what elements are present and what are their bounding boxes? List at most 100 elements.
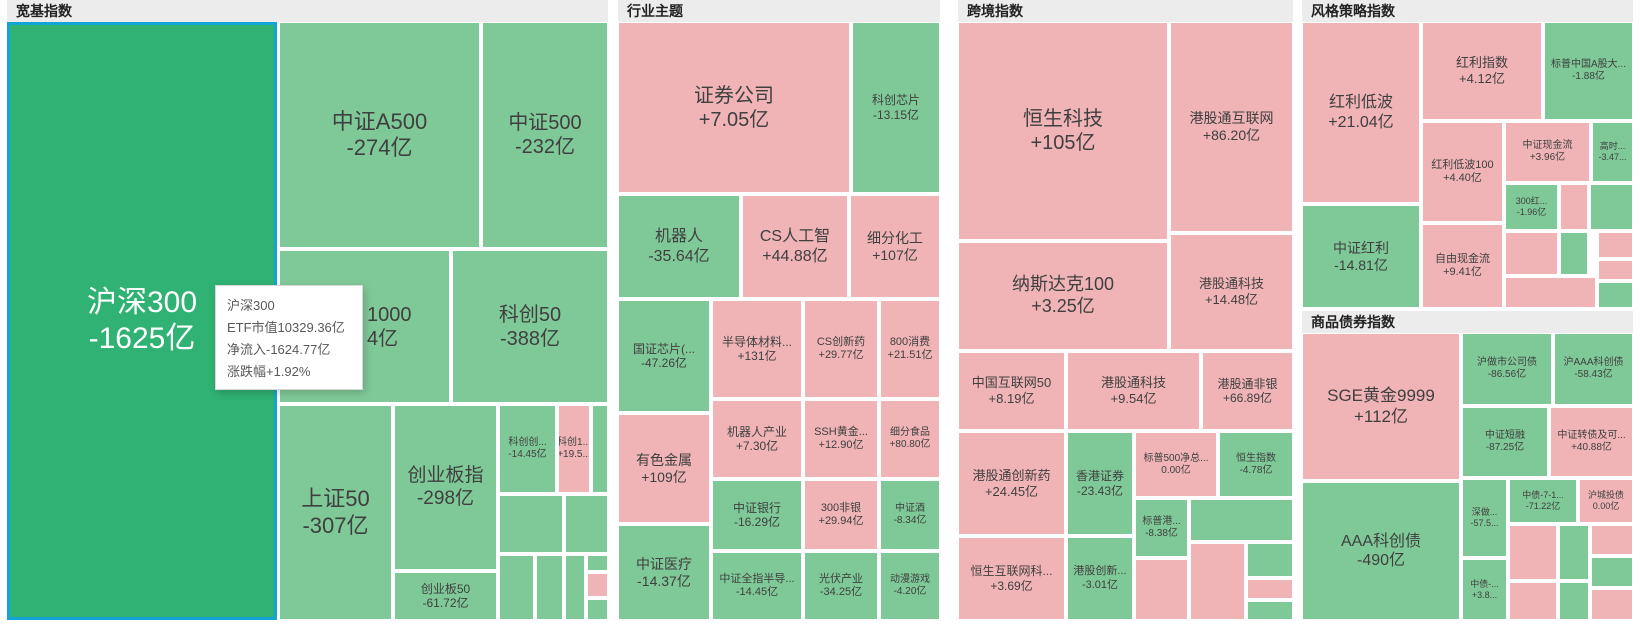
treemap-cell[interactable]: 细分化工 +107亿	[850, 195, 940, 298]
cell-label: 300红...	[1515, 196, 1548, 207]
treemap-cell[interactable]: 标普港... -8.38亿	[1135, 499, 1188, 557]
treemap-cell[interactable]: 中证红利 -14.81亿	[1302, 205, 1420, 308]
treemap-cell[interactable]: 中证酒 -8.34亿	[880, 480, 940, 550]
treemap-cell[interactable]	[1598, 260, 1633, 280]
treemap-cell[interactable]: 港股通科技 +9.54亿	[1067, 352, 1200, 430]
treemap-cell[interactable]: CS人工智 +44.88亿	[742, 195, 848, 298]
treemap-cell[interactable]	[1509, 582, 1557, 620]
treemap-cell[interactable]	[1505, 232, 1558, 275]
treemap-cell[interactable]: 上证50 -307亿	[279, 405, 392, 620]
treemap-cell[interactable]: CS创新药 +29.77亿	[804, 300, 878, 398]
treemap-cell[interactable]	[1190, 499, 1293, 541]
treemap-cell[interactable]: 国证芯片(... -47.26亿	[618, 300, 710, 412]
treemap-cell[interactable]: AAA科创债 -490亿	[1302, 482, 1460, 620]
treemap-cell[interactable]: 有色金属 +109亿	[618, 414, 710, 523]
treemap-cell[interactable]	[1598, 282, 1633, 308]
cell-label: 机器人	[654, 228, 703, 246]
cell-label: 港股通创新药	[972, 467, 1051, 483]
treemap-cell[interactable]	[499, 555, 534, 620]
treemap-cell[interactable]: 港股创新... -3.01亿	[1067, 537, 1133, 620]
treemap-cell[interactable]	[1591, 525, 1633, 555]
treemap-cell[interactable]: 中证银行 -16.29亿	[712, 480, 802, 550]
treemap-cell[interactable]	[592, 405, 608, 493]
treemap-cell[interactable]: 红利低波100 +4.40亿	[1422, 122, 1503, 222]
cell-value: -71.22亿	[1525, 501, 1561, 511]
treemap-cell[interactable]: 红利低波 +21.04亿	[1302, 22, 1420, 203]
treemap-cell[interactable]: 中证现金流 +3.96亿	[1505, 122, 1590, 182]
treemap-cell[interactable]: 港股通非银 +66.89亿	[1202, 352, 1293, 430]
treemap-cell[interactable]	[1190, 543, 1245, 620]
treemap-cell[interactable]: 机器人 -35.64亿	[618, 195, 740, 298]
treemap-cell[interactable]	[1135, 559, 1188, 620]
treemap-cell[interactable]: 科创创... -14.45亿	[499, 405, 556, 493]
treemap-cell[interactable]: SSH黄金... +12.90亿	[804, 400, 878, 478]
treemap-cell[interactable]: 中证医疗 -14.37亿	[618, 525, 710, 620]
treemap-cell[interactable]: 证券公司 +7.05亿	[618, 22, 850, 193]
treemap-cell[interactable]: SGE黄金9999 +112亿	[1302, 333, 1460, 480]
treemap-cell[interactable]: 标普500净总... 0.00亿	[1135, 432, 1217, 497]
treemap-cell[interactable]: 800消费 +21.51亿	[880, 300, 940, 398]
cell-value: +9.41亿	[1443, 266, 1482, 278]
treemap-cell[interactable]	[1591, 557, 1633, 587]
treemap-cell[interactable]: 科创50 -388亿	[452, 250, 608, 403]
treemap-cell[interactable]	[1560, 184, 1588, 230]
treemap-cell[interactable]	[565, 495, 608, 553]
treemap-cell[interactable]	[499, 495, 563, 553]
treemap-cell[interactable]: 细分食品 +80.80亿	[880, 400, 940, 478]
treemap-cell[interactable]: 中国互联网50 +8.19亿	[958, 352, 1065, 430]
treemap-cell[interactable]: 创业板50 -61.72亿	[394, 572, 497, 620]
treemap-cell[interactable]: 半导体材料... +131亿	[712, 300, 802, 398]
treemap-cell[interactable]: 300非银 +29.94亿	[804, 480, 878, 550]
treemap-cell[interactable]	[1505, 277, 1596, 308]
treemap-cell[interactable]: 中证全指半导... -14.45亿	[712, 552, 802, 620]
treemap-cell[interactable]: 香港证券 -23.43亿	[1067, 432, 1133, 535]
treemap-cell[interactable]: 高时... -3.47...	[1592, 122, 1633, 182]
cell-value: -1625亿	[88, 322, 196, 355]
treemap-cell[interactable]: 自由现金流 +9.41亿	[1422, 224, 1503, 308]
treemap-cell[interactable]: 中证短融 -87.25亿	[1462, 407, 1548, 477]
treemap-cell[interactable]	[536, 555, 563, 620]
treemap-cell[interactable]	[1247, 579, 1293, 599]
cell-value: +4.40亿	[1443, 172, 1482, 184]
treemap-cell[interactable]: 纳斯达克100 +3.25亿	[958, 242, 1168, 350]
treemap-cell[interactable]	[1590, 184, 1633, 230]
treemap-cell[interactable]: 光伏产业 -34.25亿	[804, 552, 878, 620]
treemap-cell[interactable]: 科创1... +19.5...	[558, 405, 590, 493]
cell-value: -47.26亿	[640, 356, 688, 370]
treemap-cell[interactable]	[587, 573, 608, 597]
treemap-cell[interactable]: 动漫游戏 -4.20亿	[880, 552, 940, 620]
treemap-cell[interactable]: 港股通科技 +14.48亿	[1170, 234, 1293, 350]
cell-label: 中证医疗	[636, 555, 692, 572]
treemap-cell[interactable]: 中债-... +3.8...	[1462, 559, 1507, 620]
treemap-cell[interactable]: 创业板指 -298亿	[394, 405, 497, 570]
treemap-cell[interactable]: 红利指数 +4.12亿	[1422, 22, 1542, 120]
treemap-cell[interactable]	[1598, 232, 1633, 258]
treemap-cell[interactable]	[1559, 582, 1589, 620]
treemap-cell[interactable]	[1560, 232, 1588, 275]
treemap-cell[interactable]: 深做... -57.5...	[1462, 479, 1507, 557]
treemap-cell[interactable]: 恒生互联网科... +3.69亿	[958, 537, 1065, 620]
treemap-cell[interactable]: 机器人产业 +7.30亿	[712, 400, 802, 478]
treemap-cell[interactable]: 科创芯片 -13.15亿	[852, 22, 940, 193]
treemap-cell[interactable]: 港股通互联网 +86.20亿	[1170, 22, 1293, 232]
treemap-cell[interactable]: 恒生科技 +105亿	[958, 22, 1168, 240]
treemap-cell[interactable]: 中债-7-1... -71.22亿	[1509, 479, 1577, 523]
treemap-cell[interactable]: 港股通创新药 +24.45亿	[958, 432, 1065, 535]
treemap-cell[interactable]	[1559, 525, 1589, 580]
treemap-cell[interactable]: 标普中国A股大... -1.88亿	[1544, 22, 1633, 120]
treemap-cell[interactable]	[1509, 525, 1557, 580]
treemap-cell[interactable]: 300红... -1.96亿	[1505, 184, 1558, 230]
treemap-cell[interactable]: 中证转债及可... +40.88亿	[1550, 407, 1633, 477]
treemap-cell[interactable]	[587, 555, 608, 571]
treemap-cell[interactable]: 中证500 -232亿	[482, 22, 608, 248]
treemap-cell[interactable]	[1247, 543, 1293, 577]
treemap-cell[interactable]	[587, 599, 608, 620]
treemap-cell[interactable]: 沪城投债 0.00亿	[1579, 479, 1633, 523]
treemap-cell[interactable]: 沪AAA科创债 -58.43亿	[1554, 333, 1633, 405]
treemap-cell[interactable]: 恒生指数 -4.78亿	[1219, 432, 1293, 497]
treemap-cell[interactable]: 沪做市公司债 -86.56亿	[1462, 333, 1552, 405]
treemap-cell[interactable]: 中证A500 -274亿	[279, 22, 480, 248]
treemap-cell[interactable]	[1247, 601, 1293, 620]
treemap-cell[interactable]	[1591, 589, 1633, 620]
treemap-cell[interactable]	[565, 555, 585, 620]
